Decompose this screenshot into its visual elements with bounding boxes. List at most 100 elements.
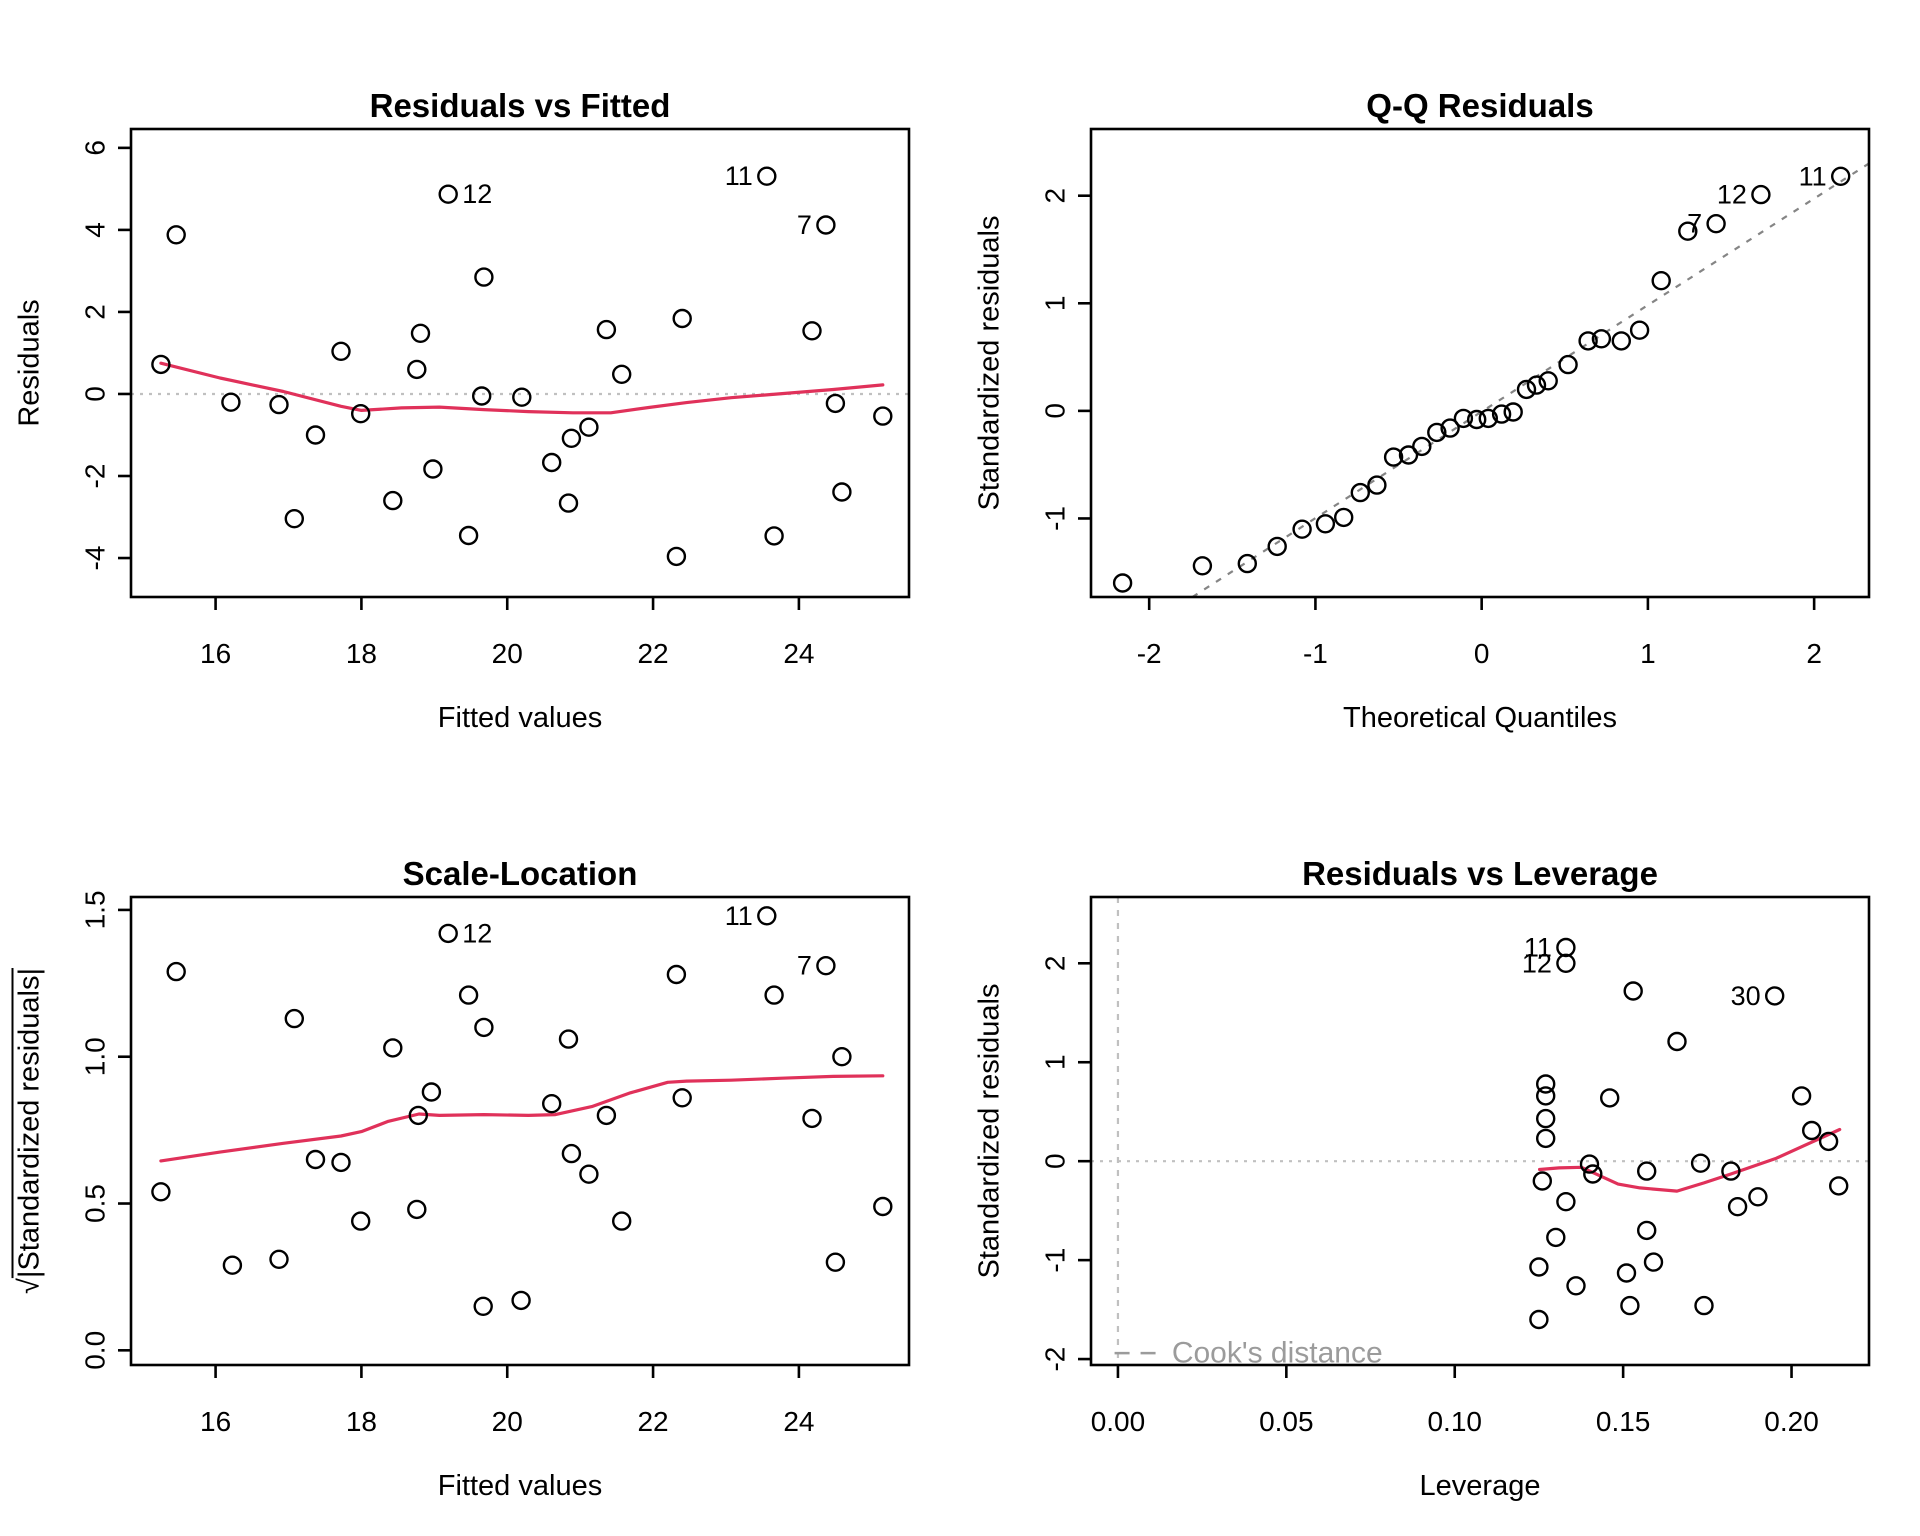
- data-point: [1350, 482, 1370, 503]
- y-tick-label: 1.5: [80, 890, 111, 929]
- data-point: [1727, 1197, 1748, 1217]
- point-label-12: 12: [1522, 948, 1552, 978]
- data-point: [1536, 1128, 1556, 1149]
- data-point: [1667, 1031, 1687, 1052]
- data-point: [1579, 1154, 1600, 1174]
- data-point: [873, 1196, 893, 1217]
- x-tick-label: 22: [637, 638, 668, 669]
- data-point: [561, 428, 582, 448]
- x-tick-label: 24: [783, 638, 814, 669]
- y-tick-label: 2: [1040, 188, 1071, 204]
- data-point-12: [438, 923, 458, 944]
- data-point: [1546, 1227, 1566, 1248]
- data-point: [305, 1149, 326, 1170]
- data-point: [1315, 514, 1336, 534]
- data-point: [1536, 1108, 1556, 1129]
- x-tick-label: 0.15: [1596, 1406, 1651, 1437]
- data-point: [351, 404, 371, 424]
- x-axis-label: Theoretical Quantiles: [1342, 702, 1618, 734]
- data-point: [474, 267, 494, 287]
- data-point-7: [816, 955, 836, 976]
- data-point: [305, 425, 326, 445]
- data-point: [1491, 404, 1512, 424]
- plot-box: [1089, 127, 1871, 599]
- data-point: [1600, 1088, 1620, 1108]
- data-point: [1478, 408, 1498, 429]
- data-point: [1334, 507, 1354, 528]
- plot-box: [129, 127, 911, 599]
- data-point: [1583, 1164, 1603, 1184]
- x-tick-label: 0: [1474, 638, 1490, 669]
- panel-residuals-vs-leverage: Residuals vs Leverage Standardized resid…: [960, 768, 1920, 1536]
- data-point: [561, 1143, 582, 1164]
- point-label-7: 7: [1687, 209, 1702, 239]
- y-tick-label: -4: [80, 546, 111, 571]
- data-point: [1532, 1171, 1552, 1191]
- x-tick-label: 20: [492, 1406, 523, 1437]
- data-point: [512, 387, 532, 407]
- data-point: [666, 546, 687, 567]
- smooth-line: [159, 1074, 885, 1163]
- data-point: [832, 482, 852, 502]
- data-point: [166, 225, 186, 245]
- x-tick-label: 18: [346, 638, 377, 669]
- point-label-11: 11: [1799, 161, 1827, 191]
- data-point-11: [1556, 937, 1576, 958]
- x-tick-label: 0.00: [1091, 1406, 1146, 1437]
- data-point: [1721, 1161, 1741, 1181]
- data-point: [802, 1108, 822, 1129]
- data-point-7: [1706, 213, 1726, 234]
- y-tick-label: -2: [80, 464, 111, 489]
- data-point: [1558, 354, 1578, 375]
- chart-title: Residuals vs Fitted: [369, 87, 671, 124]
- data-point: [1112, 573, 1133, 593]
- data-point: [764, 985, 784, 1005]
- x-tick-label: 20: [492, 638, 523, 669]
- data-point: [579, 417, 599, 437]
- data-point: [458, 985, 479, 1005]
- data-point: [1802, 1120, 1822, 1141]
- data-point: [407, 1199, 427, 1220]
- chart-title: Residuals vs Leverage: [1302, 855, 1658, 892]
- y-tick-label: -1: [1040, 506, 1071, 531]
- point-label-12: 12: [462, 918, 492, 948]
- data-point: [802, 321, 822, 341]
- data-point: [166, 961, 186, 982]
- chart-title: Q-Q Residuals: [1366, 87, 1594, 124]
- data-point: [151, 1182, 171, 1202]
- data-point: [672, 308, 692, 329]
- data-point-11: [1831, 166, 1851, 187]
- data-point: [596, 319, 617, 340]
- data-point: [542, 1094, 562, 1114]
- data-point: [1616, 1263, 1637, 1283]
- data-point: [666, 964, 687, 985]
- data-point: [331, 1152, 351, 1173]
- data-point: [1383, 447, 1404, 467]
- data-point: [351, 1211, 371, 1231]
- point-label-12: 12: [462, 179, 492, 209]
- data-point: [1192, 556, 1213, 576]
- data-point: [612, 364, 632, 384]
- data-point: [672, 1088, 692, 1108]
- data-point: [1529, 1309, 1549, 1330]
- data-point: [1637, 1220, 1657, 1241]
- data-point: [408, 1105, 428, 1126]
- data-point: [1427, 422, 1447, 443]
- data-point: [825, 1252, 846, 1272]
- data-point: [1556, 1192, 1576, 1212]
- data-point: [221, 392, 241, 412]
- data-point: [832, 1047, 852, 1067]
- data-point: [1637, 1161, 1657, 1181]
- x-tick-label: -1: [1303, 638, 1328, 669]
- y-tick-label: 2: [1040, 956, 1071, 972]
- x-tick-label: 16: [200, 638, 231, 669]
- data-point: [1467, 409, 1487, 430]
- data-point: [269, 1249, 289, 1269]
- data-point-12: [1751, 184, 1771, 205]
- data-point: [284, 509, 304, 529]
- data-point: [407, 359, 427, 380]
- data-point-11: [757, 166, 777, 186]
